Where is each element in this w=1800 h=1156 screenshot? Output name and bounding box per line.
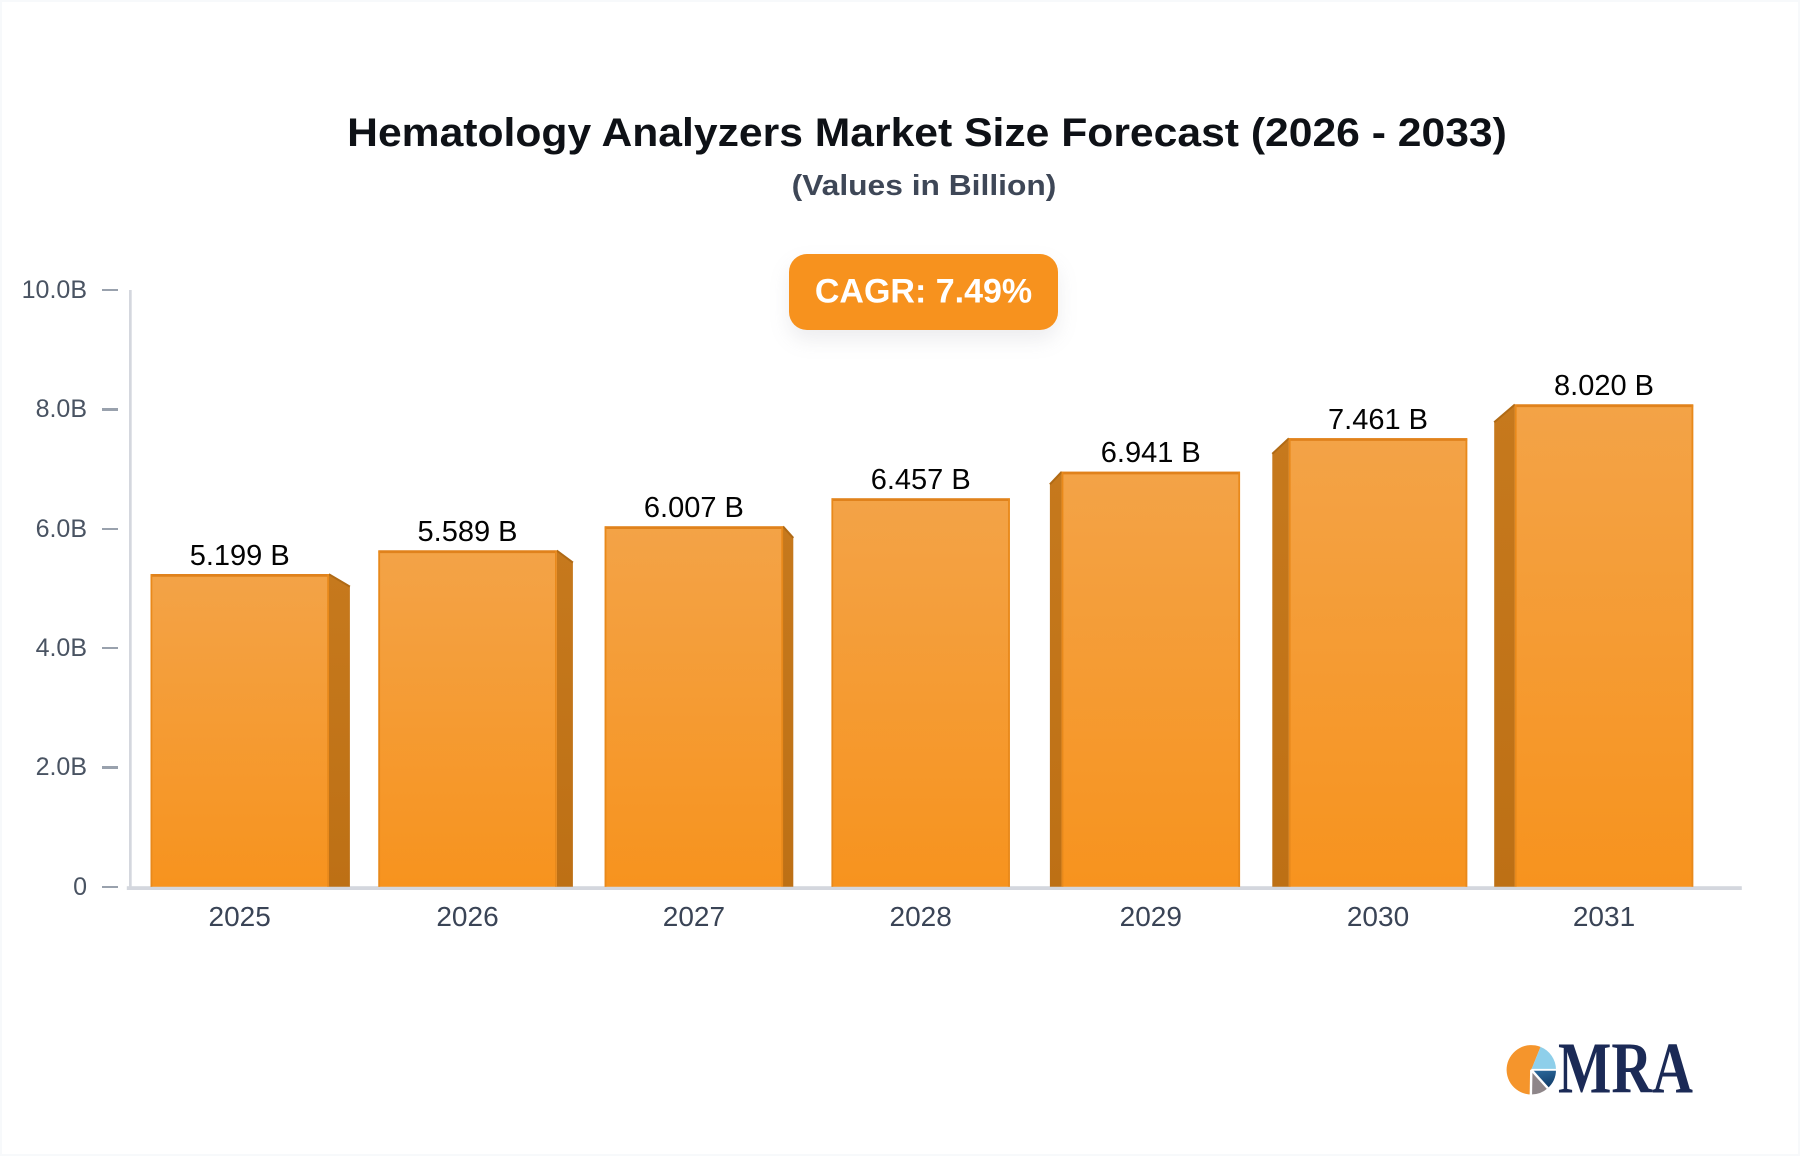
svg-text:MRA: MRA <box>1558 1028 1693 1109</box>
